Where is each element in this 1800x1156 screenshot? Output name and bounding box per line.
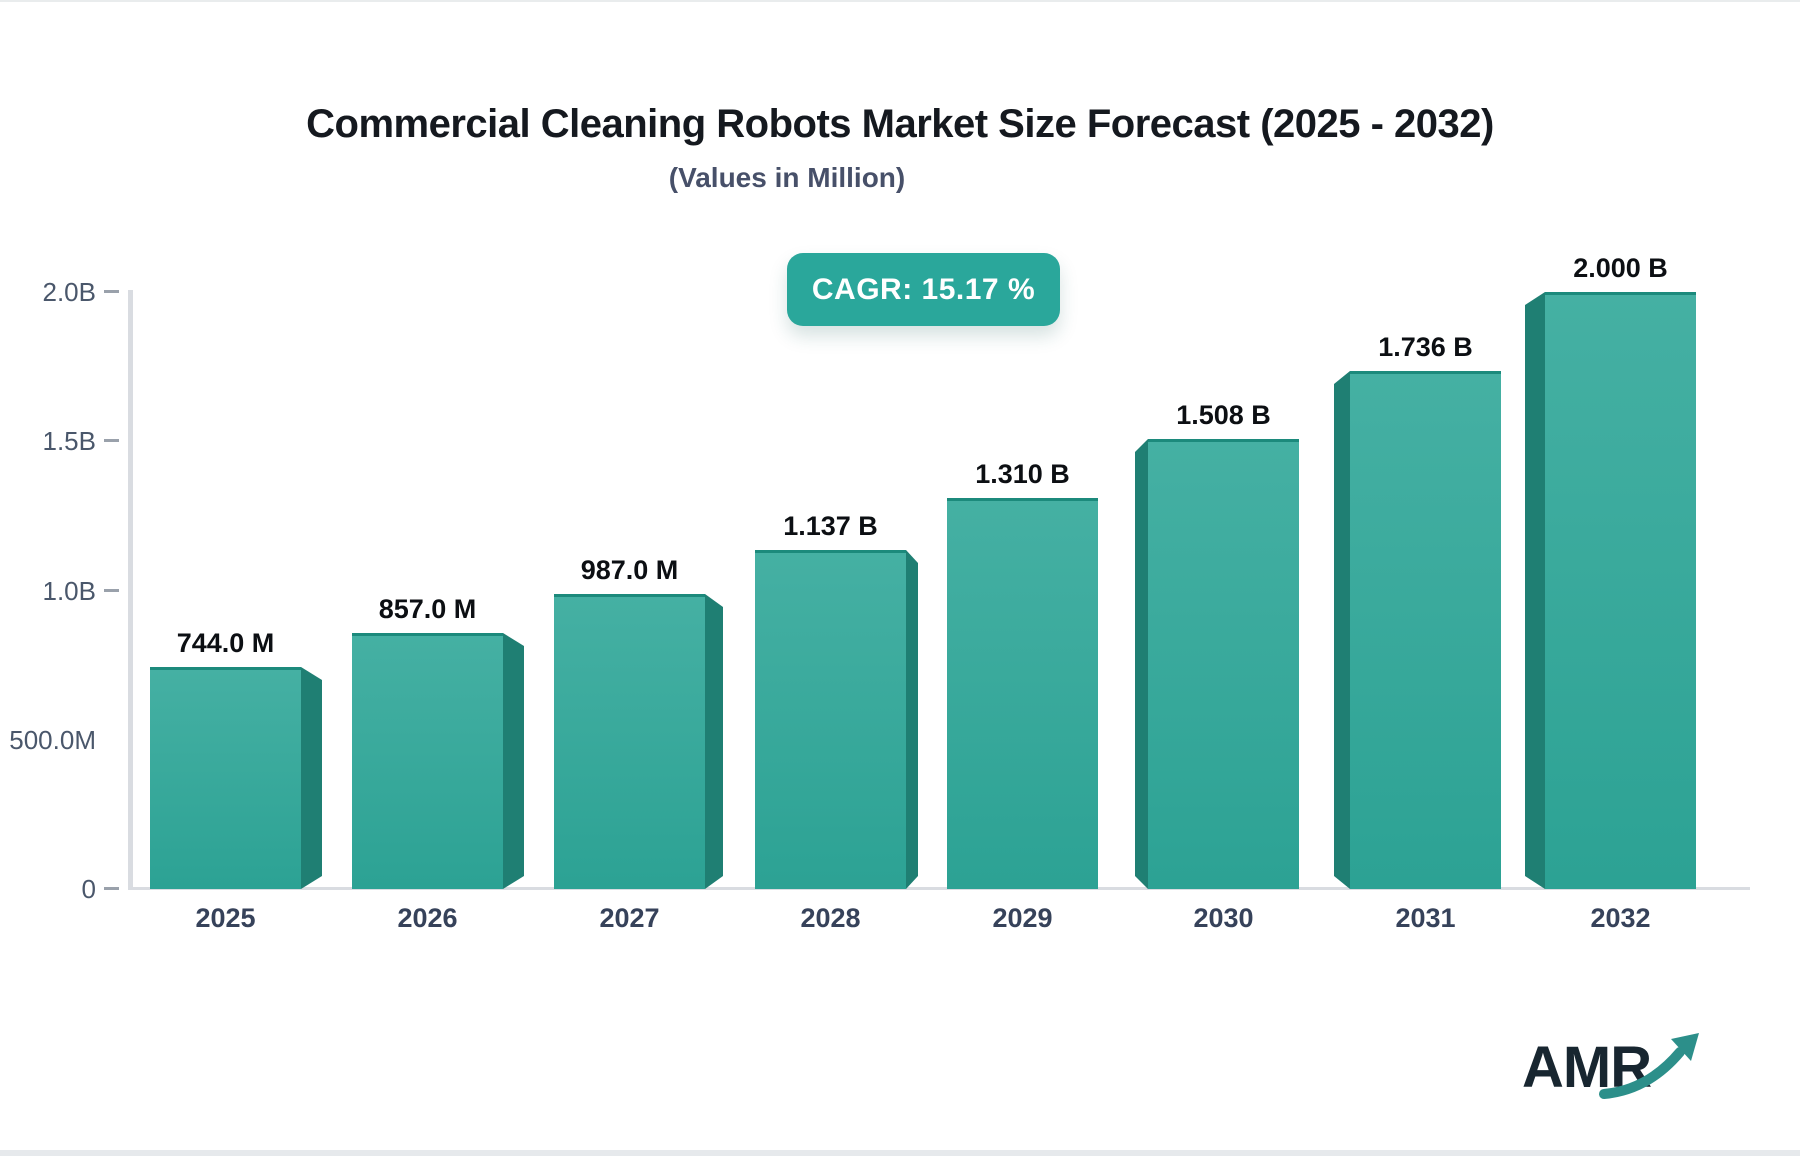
y-axis-tick-label: 0 <box>81 874 96 904</box>
x-axis-category-label: 2030 <box>1193 903 1254 933</box>
x-axis-category-label: 2032 <box>1590 903 1651 933</box>
bar-face <box>947 498 1098 889</box>
x-axis-category-label: 2028 <box>800 903 861 933</box>
bar-value-label: 987.0 M <box>580 555 679 585</box>
bar-value-label: 2.000 B <box>1573 253 1668 283</box>
bar-value-label: 1.137 B <box>783 511 878 541</box>
y-axis-tick-label: 2.0B <box>42 277 97 307</box>
bar-value-label: 1.310 B <box>975 459 1070 489</box>
x-axis-category-label: 2025 <box>195 903 256 933</box>
bar-value-label: 1.508 B <box>1176 400 1271 430</box>
y-axis-tick-dash <box>104 439 119 443</box>
bottom-border <box>0 1150 1800 1156</box>
x-axis-category-label: 2026 <box>397 903 458 933</box>
bar-side-shade <box>705 594 723 889</box>
y-axis-tick-dash <box>104 290 119 293</box>
growth-arrow-icon <box>1599 1033 1699 1099</box>
y-axis-tick-label: 500.0M <box>9 724 96 755</box>
y-axis-tick-label: 1.0B <box>42 575 97 606</box>
bar-face <box>1350 371 1501 889</box>
bar-side-shade <box>503 633 524 889</box>
x-axis-line <box>128 887 1750 890</box>
x-axis-category-label: 2031 <box>1395 903 1456 933</box>
bar-face <box>150 667 301 889</box>
bar-side-shade <box>906 550 918 889</box>
bar-face <box>352 633 503 889</box>
top-border <box>0 0 1800 2</box>
bar-value-label: 857.0 M <box>378 594 477 624</box>
y-axis-tick-label: 1.5B <box>42 426 97 457</box>
x-axis-category-label: 2027 <box>599 903 660 933</box>
bar-value-label: 744.0 M <box>176 628 275 658</box>
y-axis-tick-dash <box>104 588 119 592</box>
cagr-badge: CAGR: 15.17 % <box>787 253 1060 326</box>
x-axis-category-label: 2029 <box>992 903 1053 933</box>
bar-face <box>1148 439 1299 889</box>
bar-face <box>554 594 705 889</box>
chart-subtitle: (Values in Million) <box>668 162 906 193</box>
bar-side-shade <box>1135 439 1148 889</box>
bar-side-shade <box>301 667 322 889</box>
y-axis-tick-dash <box>104 887 119 890</box>
bar-side-shade <box>1525 292 1545 889</box>
bar-face <box>1545 292 1696 889</box>
bar-side-shade <box>1334 371 1350 889</box>
y-axis-line <box>128 290 133 890</box>
chart-title: Commercial Cleaning Robots Market Size F… <box>306 102 1494 146</box>
bar-face <box>755 550 906 889</box>
cagr-badge-label: CAGR: 15.17 % <box>811 273 1036 306</box>
bar-value-label: 1.736 B <box>1378 332 1473 362</box>
